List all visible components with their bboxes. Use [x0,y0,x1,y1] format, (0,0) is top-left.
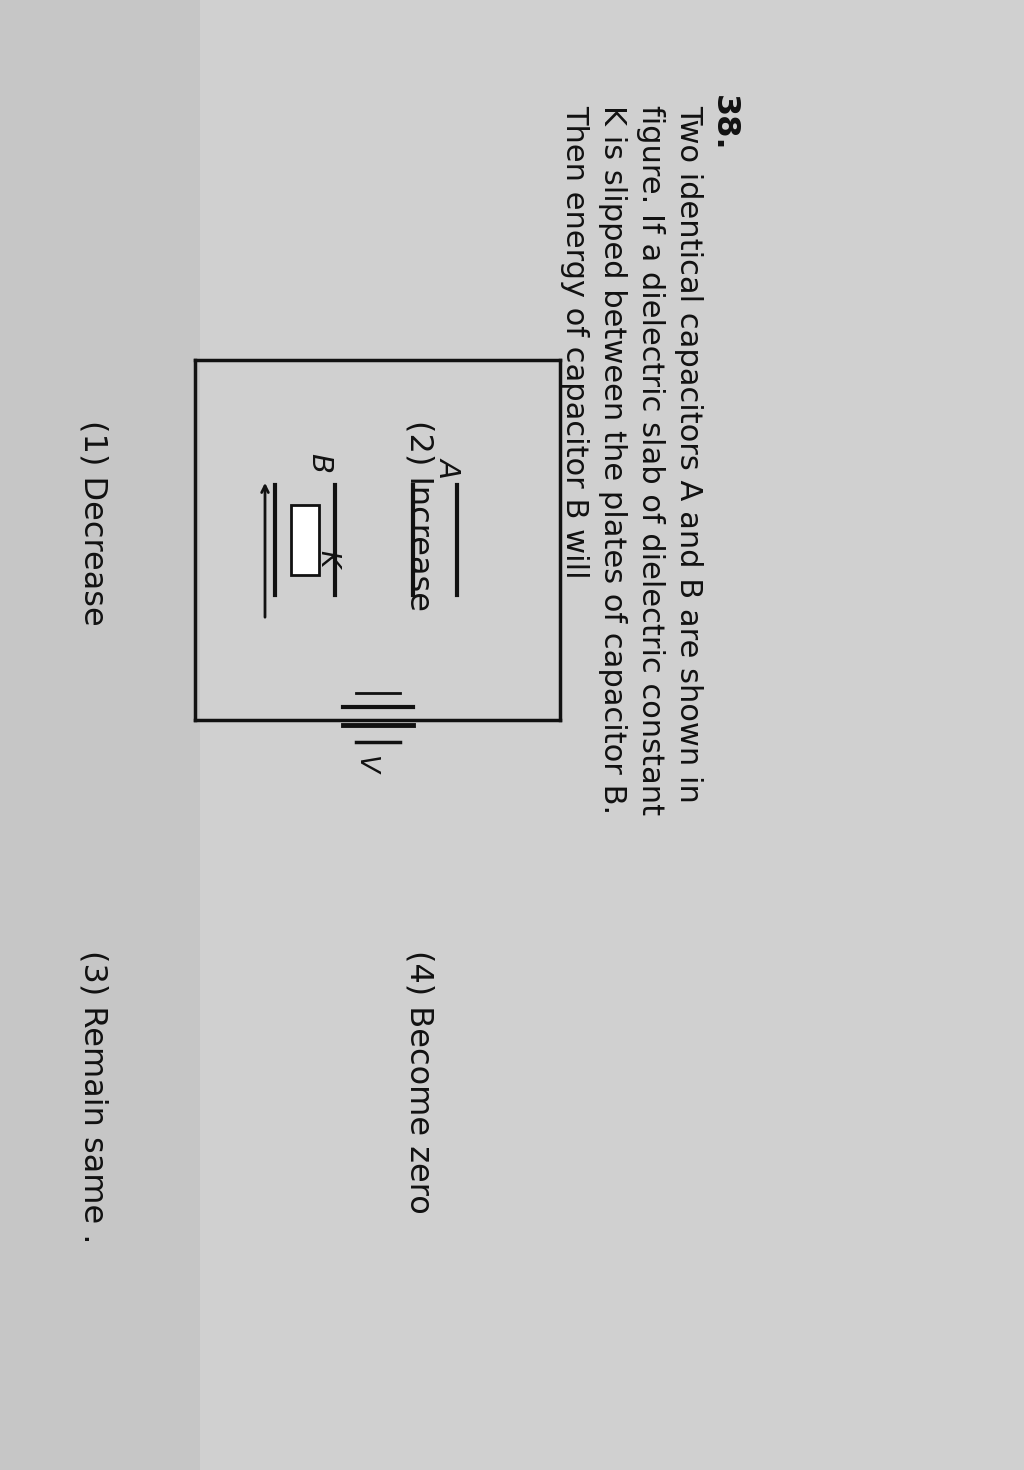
Text: Two identical capacitors A and B are shown in: Two identical capacitors A and B are sho… [674,104,703,803]
Text: V: V [351,756,378,775]
Text: K is slipped between the plates of capacitor B.: K is slipped between the plates of capac… [598,104,627,814]
Text: (2) Increase: (2) Increase [403,420,434,612]
Text: (1) Decrease: (1) Decrease [78,420,109,626]
Text: Then energy of capacitor B will: Then energy of capacitor B will [560,104,589,579]
Text: B: B [305,453,333,473]
Text: A: A [435,457,463,476]
Text: (3) Remain same .: (3) Remain same . [78,950,109,1244]
Bar [291,506,319,575]
Text: K: K [314,550,340,567]
Bar [0,0,200,1470]
Text: (4) Become zero: (4) Become zero [403,950,434,1214]
Text: 38.: 38. [708,96,739,151]
Text: figure. If a dielectric slab of dielectric constant: figure. If a dielectric slab of dielectr… [636,104,665,816]
